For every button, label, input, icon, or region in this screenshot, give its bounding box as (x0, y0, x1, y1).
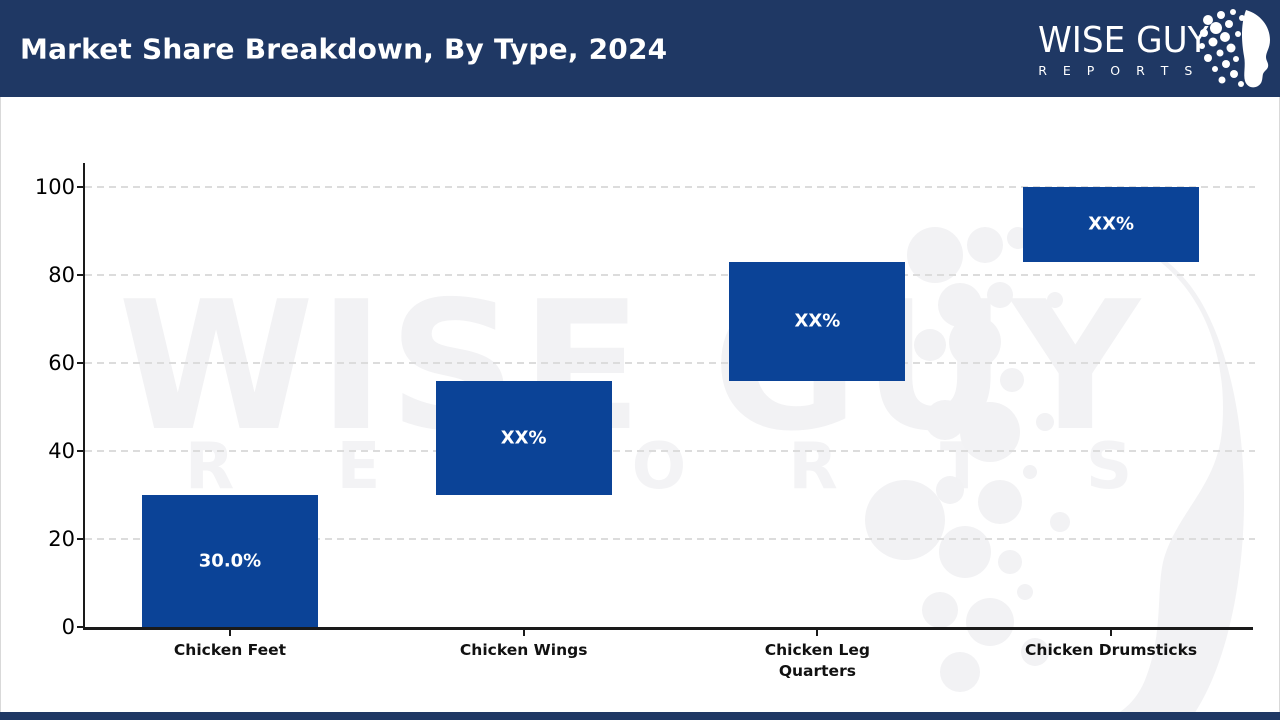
y-tick-mark (77, 538, 84, 540)
x-tick-mark (1110, 629, 1113, 636)
y-tick-label: 0 (61, 615, 75, 639)
logo: WISE GUY R E P O R T S (1029, 4, 1273, 94)
watermark-face-dots (865, 227, 1245, 720)
y-tick-mark (77, 274, 84, 276)
gridline (85, 274, 1255, 276)
bar-value-label: 30.0% (198, 550, 262, 572)
y-tick-label: 80 (48, 263, 75, 287)
x-category-label: Chicken Feet (173, 641, 287, 659)
bar-value-label: XX% (1088, 213, 1134, 235)
header: Market Share Breakdown, By Type, 2024 WI… (0, 0, 1280, 97)
gridline (85, 450, 1255, 452)
x-category-label: Chicken Drumsticks (1025, 641, 1198, 659)
x-category-label: Chicken Leg Quarters (764, 641, 870, 680)
bar: XX% (1023, 187, 1200, 262)
bar-value-label: XX% (794, 310, 841, 332)
y-tick-mark (77, 626, 84, 628)
y-axis-line (83, 163, 85, 629)
gridline (85, 362, 1255, 364)
page-title: Market Share Breakdown, By Type, 2024 (20, 32, 668, 65)
y-tick-label: 20 (48, 527, 75, 551)
bar: 30.0% (142, 495, 318, 627)
y-tick-label: 60 (48, 351, 75, 375)
x-tick-mark (816, 629, 819, 636)
logo-subtitle: R E P O R T S (1038, 63, 1199, 78)
logo-text: WISE GUY R E P O R T S (1029, 20, 1208, 78)
bar: XX% (729, 261, 906, 381)
footer-accent-bar (0, 712, 1280, 720)
y-tick-label: 40 (48, 439, 75, 463)
chart-area: 0 20 40 60 80 100 30.0% Chicken Feet XX% Chicken … (0, 97, 1280, 712)
y-tick-mark (77, 362, 84, 364)
logo-wordmark: WISE GUY (1037, 20, 1208, 61)
x-axis-line (83, 627, 1253, 630)
bar: XX% (435, 380, 612, 495)
y-tick-label: 100 (34, 175, 75, 199)
y-tick-mark (77, 186, 84, 188)
gridline (85, 186, 1255, 188)
gridline (85, 538, 1255, 540)
x-tick-mark (522, 629, 525, 636)
y-tick-mark (77, 450, 84, 452)
x-tick-mark (229, 629, 231, 636)
x-category-label: Chicken Wings (459, 641, 588, 659)
logo-face-icon (1199, 9, 1270, 88)
bar-value-label: XX% (500, 427, 547, 449)
